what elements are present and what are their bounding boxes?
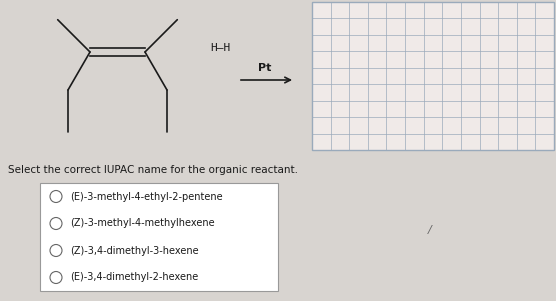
Text: Pt: Pt [259,63,272,73]
Text: Select the correct IUPAC name for the organic reactant.: Select the correct IUPAC name for the or… [8,165,298,175]
Text: (Z)-3,4-dimethyl-3-hexene: (Z)-3,4-dimethyl-3-hexene [70,246,198,256]
Bar [40,183,278,291]
Bar [312,2,554,150]
Text: (E)-3,4-dimethyl-2-hexene: (E)-3,4-dimethyl-2-hexene [70,272,198,283]
Text: H—H: H—H [210,43,230,53]
Text: (E)-3-methyl-4-ethyl-2-pentene: (E)-3-methyl-4-ethyl-2-pentene [70,191,222,201]
Text: (Z)-3-methyl-4-methylhexene: (Z)-3-methyl-4-methylhexene [70,219,215,228]
Text: /: / [428,225,432,235]
